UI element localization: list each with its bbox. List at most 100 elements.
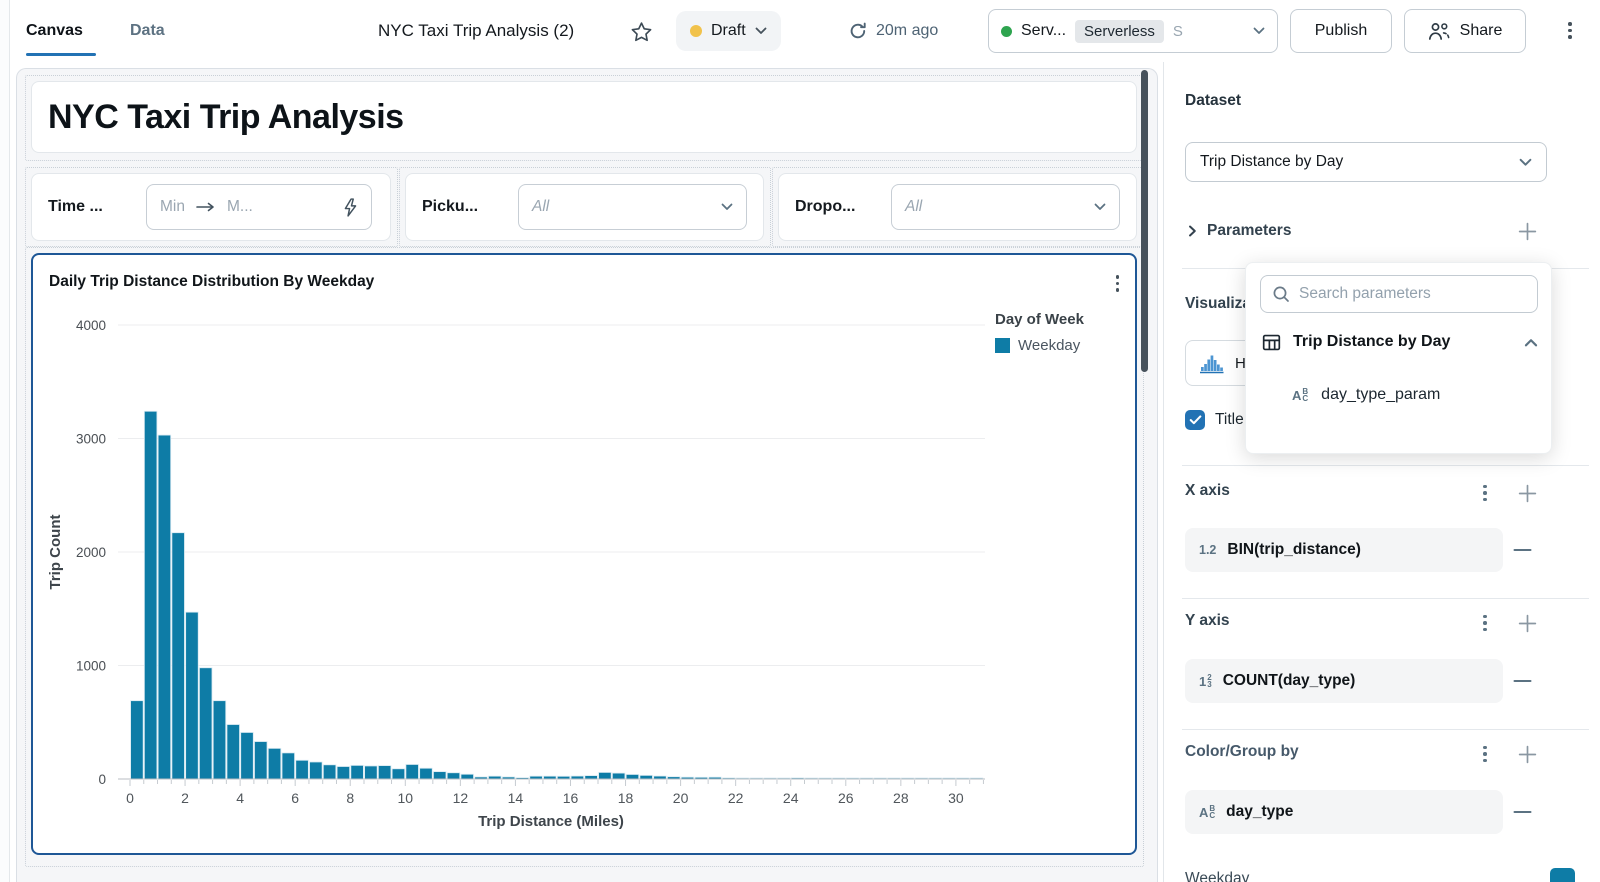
last-refresh-time: 20m ago (876, 22, 939, 39)
color-group-heading: Color/Group by (1185, 743, 1299, 760)
quick-range-bolt-icon[interactable] (343, 197, 358, 217)
chevron-down-icon (1253, 27, 1265, 34)
range-arrow-icon (196, 202, 214, 212)
min-placeholder: Min (160, 198, 185, 215)
svg-text:Trip Count: Trip Count (47, 515, 64, 590)
svg-text:12: 12 (453, 790, 469, 806)
max-placeholder: M... (226, 198, 253, 215)
x-axis-remove-icon[interactable] (1512, 540, 1532, 560)
canvas-scrollbar[interactable] (1141, 70, 1148, 372)
parameter-search-input[interactable] (1299, 285, 1526, 303)
divider (1182, 465, 1589, 466)
favorite-star-icon[interactable] (628, 19, 654, 45)
color-mapping-row: Weekday (1185, 868, 1575, 882)
share-label: Share (1459, 22, 1503, 39)
x-axis-field: BIN(trip_distance) (1227, 541, 1361, 558)
svg-text:24: 24 (783, 790, 799, 806)
chevron-down-icon (1094, 203, 1106, 210)
compute-name: Serv... (1021, 22, 1067, 39)
dropoff-filter-select[interactable]: All (891, 184, 1120, 230)
svg-text:Trip Distance (Miles): Trip Distance (Miles) (478, 813, 624, 830)
svg-text:18: 18 (618, 790, 634, 806)
publish-button[interactable]: Publish (1290, 9, 1392, 53)
title-widget[interactable]: NYC Taxi Trip Analysis (31, 81, 1137, 153)
x-axis-field-chip[interactable]: 1.2 BIN(trip_distance) (1185, 528, 1503, 572)
parameters-popup: Trip Distance by Day A BC day_type_param (1245, 262, 1552, 454)
svg-text:8: 8 (346, 790, 354, 806)
svg-text:2: 2 (181, 790, 189, 806)
left-panel-edge (0, 0, 10, 882)
dataset-select[interactable]: Trip Distance by Day (1185, 142, 1547, 182)
chart-title: Daily Trip Distance Distribution By Week… (49, 273, 375, 290)
color-remove-icon[interactable] (1512, 802, 1532, 822)
grid-cell (25, 247, 1144, 867)
svg-text:4: 4 (236, 790, 244, 806)
parameter-search[interactable] (1260, 275, 1538, 313)
y-axis-menu-icon[interactable] (1476, 612, 1494, 634)
legend-item-weekday[interactable]: Weekday (995, 337, 1135, 354)
svg-text:2000: 2000 (76, 545, 106, 560)
time-range-input[interactable]: Min M... (146, 184, 372, 230)
title-checkbox-label: Title (1215, 411, 1244, 428)
svg-text:4000: 4000 (76, 318, 106, 333)
compute-status-dot (1001, 25, 1012, 37)
svg-text:16: 16 (563, 790, 579, 806)
color-mapping-swatch[interactable] (1550, 868, 1575, 882)
topbar: Canvas Data NYC Taxi Trip Analysis (2) D… (0, 0, 1600, 62)
compute-selector[interactable]: Serv... Serverless S (988, 9, 1278, 53)
color-add-icon[interactable] (1516, 743, 1538, 765)
svg-text:1000: 1000 (76, 659, 106, 674)
check-icon (1189, 415, 1201, 425)
overflow-menu-icon[interactable] (1568, 22, 1572, 39)
filter-label: Time ... (48, 198, 103, 215)
chevron-up-icon[interactable] (1524, 338, 1538, 347)
svg-text:3000: 3000 (76, 432, 106, 447)
y-axis-field: COUNT(day_type) (1222, 672, 1356, 689)
popup-dataset-group[interactable]: Trip Distance by Day (1262, 325, 1538, 359)
compute-suffix: S (1172, 22, 1183, 40)
parameters-expander[interactable]: Parameters (1185, 218, 1291, 244)
document-title[interactable]: NYC Taxi Trip Analysis (2) (378, 21, 575, 40)
chevron-down-icon (755, 27, 767, 34)
pickup-filter-select[interactable]: All (518, 184, 747, 230)
chart-widget[interactable]: Daily Trip Distance Distribution By Week… (31, 253, 1137, 855)
divider (1182, 729, 1589, 730)
svg-text:20: 20 (673, 790, 689, 806)
x-axis-menu-icon[interactable] (1476, 482, 1494, 504)
title-checkbox-row[interactable]: Title (1185, 408, 1244, 432)
histogram-icon (1200, 355, 1224, 373)
number-type-icon: 1.2 (1199, 542, 1217, 557)
legend-title: Day of Week (995, 311, 1084, 328)
y-axis-add-icon[interactable] (1516, 612, 1538, 634)
status-dropdown[interactable]: Draft (676, 11, 781, 51)
search-icon (1273, 286, 1289, 302)
chevron-right-icon (1189, 225, 1196, 237)
add-parameter-icon[interactable] (1516, 220, 1538, 242)
share-button[interactable]: Share (1404, 9, 1526, 53)
tab-canvas[interactable]: Canvas (26, 22, 83, 39)
legend-label: Weekday (1018, 337, 1081, 354)
chevron-down-icon (1519, 158, 1532, 166)
status-label: Draft (711, 22, 746, 39)
title-checkbox[interactable] (1185, 410, 1205, 430)
table-icon (1262, 334, 1281, 350)
popup-group-label: Trip Distance by Day (1293, 333, 1451, 350)
svg-text:0: 0 (98, 772, 106, 787)
refresh-button[interactable]: 20m ago (848, 0, 938, 62)
tab-data[interactable]: Data (130, 22, 165, 39)
dataset-value: Trip Distance by Day (1200, 153, 1344, 170)
popup-parameter-label: day_type_param (1321, 386, 1441, 403)
svg-text:28: 28 (893, 790, 909, 806)
divider (1182, 598, 1589, 599)
chart-menu-icon[interactable] (1115, 275, 1119, 292)
x-axis-add-icon[interactable] (1516, 482, 1538, 504)
color-menu-icon[interactable] (1476, 743, 1494, 765)
y-axis-remove-icon[interactable] (1512, 671, 1532, 691)
